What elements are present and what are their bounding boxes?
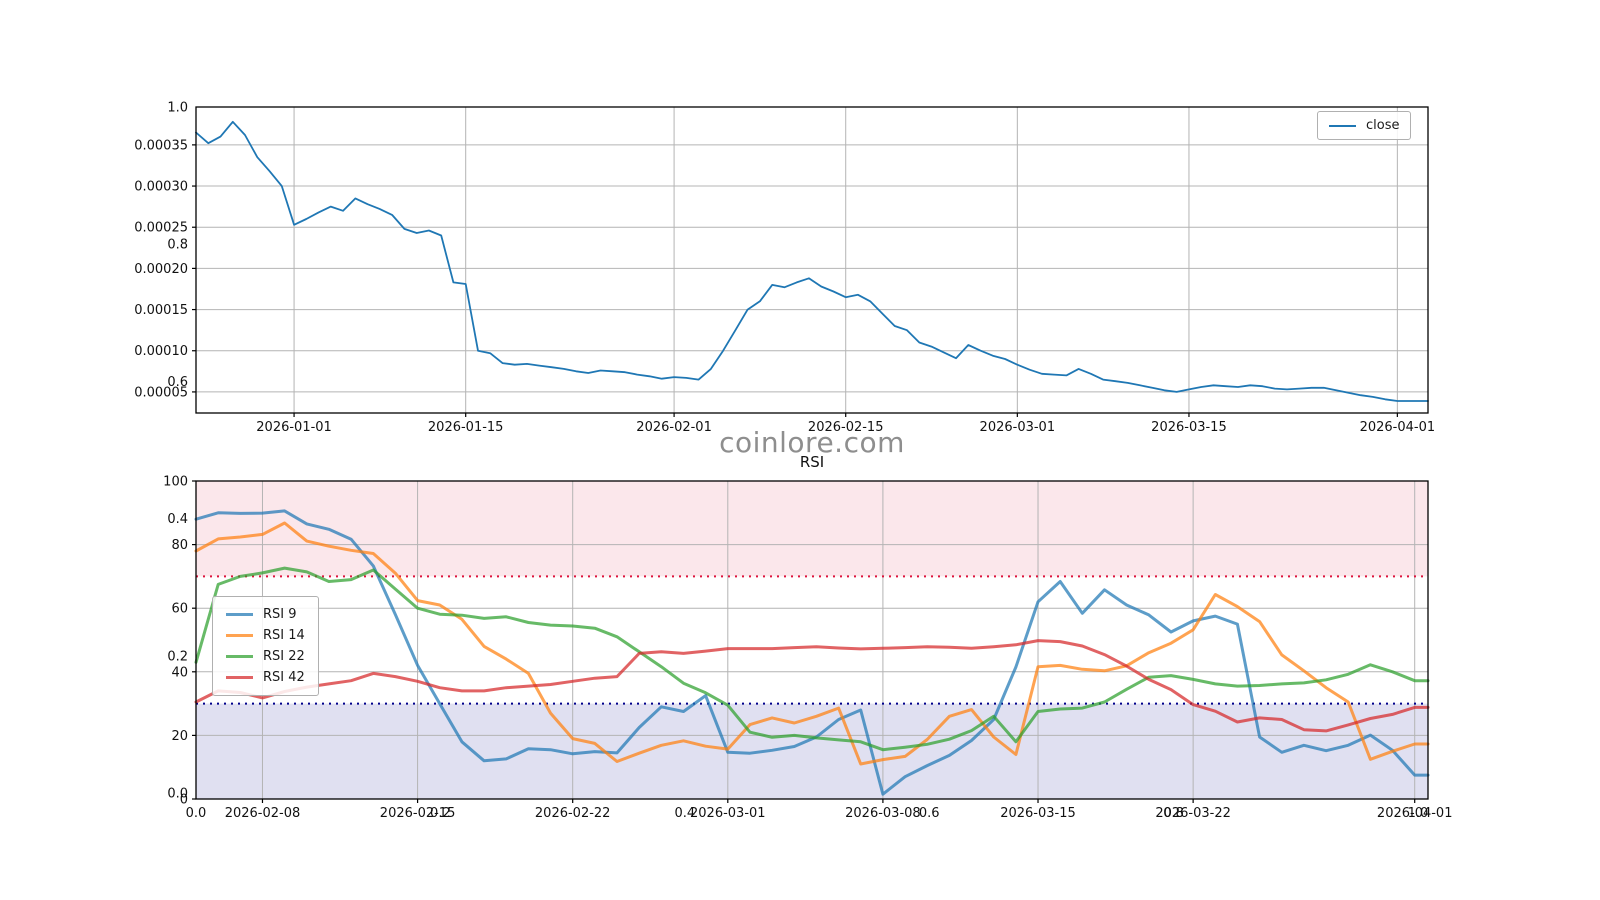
svg-text:2026-04-01: 2026-04-01 xyxy=(1377,806,1453,821)
svg-text:2026-02-15: 2026-02-15 xyxy=(808,420,884,435)
svg-text:0.00035: 0.00035 xyxy=(134,138,188,153)
svg-text:0.6: 0.6 xyxy=(919,806,940,821)
svg-text:0.2: 0.2 xyxy=(167,649,188,664)
svg-text:2026-03-22: 2026-03-22 xyxy=(1155,806,1231,821)
svg-text:60: 60 xyxy=(171,602,188,617)
price-legend: close xyxy=(1317,111,1412,140)
svg-text:2026-02-01: 2026-02-01 xyxy=(636,420,712,435)
rsi-9-legend-label: RSI 9 xyxy=(263,607,297,622)
svg-text:2026-01-01: 2026-01-01 xyxy=(256,420,332,435)
svg-text:0.6: 0.6 xyxy=(167,375,188,390)
legend-item-rsi-22: RSI 22 xyxy=(224,646,307,667)
svg-text:0.0: 0.0 xyxy=(167,787,188,802)
svg-text:0.00005: 0.00005 xyxy=(134,385,188,400)
close-line-swatch xyxy=(1329,124,1356,127)
svg-text:0.0: 0.0 xyxy=(186,806,207,821)
legend-item-rsi-14: RSI 14 xyxy=(224,625,307,646)
rsi-22-legend-label: RSI 22 xyxy=(263,649,305,664)
svg-text:20: 20 xyxy=(171,729,188,744)
legend-item-rsi-42: RSI 42 xyxy=(224,667,307,688)
svg-text:80: 80 xyxy=(171,538,188,553)
svg-text:2026-01-15: 2026-01-15 xyxy=(428,420,504,435)
close-legend-label: close xyxy=(1366,118,1400,133)
svg-text:0.8: 0.8 xyxy=(167,238,188,253)
svg-text:0.00015: 0.00015 xyxy=(134,303,188,318)
rsi-14-legend-label: RSI 14 xyxy=(263,628,305,643)
svg-text:2026-02-15: 2026-02-15 xyxy=(380,806,456,821)
svg-text:0.2: 0.2 xyxy=(430,806,451,821)
rsi-chart-title: RSI xyxy=(799,453,825,471)
svg-text:2026-02-22: 2026-02-22 xyxy=(535,806,611,821)
svg-text:2026-03-15: 2026-03-15 xyxy=(1151,420,1227,435)
svg-text:1.0: 1.0 xyxy=(1408,806,1429,821)
svg-text:0.8: 0.8 xyxy=(1163,806,1184,821)
svg-text:2026-02-08: 2026-02-08 xyxy=(225,806,301,821)
svg-text:0.00025: 0.00025 xyxy=(134,221,188,236)
legend-item-close: close xyxy=(1327,116,1401,135)
rsi-22-line-swatch xyxy=(226,655,253,658)
svg-text:2026-03-08: 2026-03-08 xyxy=(845,806,921,821)
svg-text:40: 40 xyxy=(171,665,188,680)
svg-text:0.4: 0.4 xyxy=(167,512,188,527)
svg-text:2026-03-01: 2026-03-01 xyxy=(690,806,766,821)
rsi-9-line-swatch xyxy=(226,613,253,616)
svg-text:2026-04-01: 2026-04-01 xyxy=(1360,420,1436,435)
rsi-14-line-swatch xyxy=(226,634,253,637)
svg-text:0.00010: 0.00010 xyxy=(134,344,188,359)
rsi-legend: RSI 9 RSI 14 RSI 22 RSI 42 xyxy=(212,596,319,696)
rsi-42-line-swatch xyxy=(226,676,253,679)
svg-text:0.00020: 0.00020 xyxy=(134,262,188,277)
svg-text:2026-03-15: 2026-03-15 xyxy=(1000,806,1076,821)
svg-text:100: 100 xyxy=(163,475,188,490)
svg-text:0.4: 0.4 xyxy=(674,806,695,821)
svg-text:0: 0 xyxy=(180,793,188,808)
svg-text:2026-03-01: 2026-03-01 xyxy=(980,420,1056,435)
legend-item-rsi-9: RSI 9 xyxy=(224,604,307,625)
svg-text:0.00030: 0.00030 xyxy=(134,180,188,195)
svg-text:1.0: 1.0 xyxy=(167,101,188,116)
watermark: coinlore.com xyxy=(719,426,905,459)
rsi-42-legend-label: RSI 42 xyxy=(263,670,305,685)
